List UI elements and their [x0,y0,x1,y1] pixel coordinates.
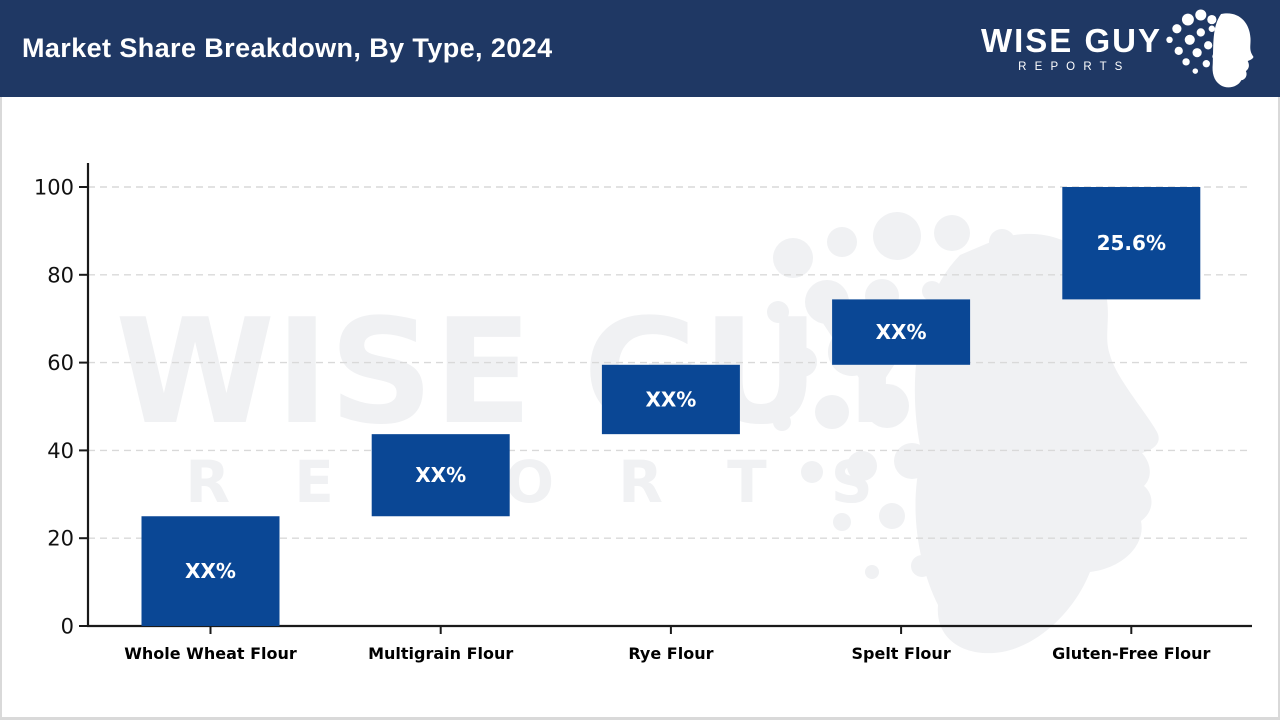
logo-subtext: R E P O R T S [1018,61,1125,73]
y-tick-label: 100 [34,176,74,200]
bar-value-label: XX% [185,559,236,583]
bar-value-label: XX% [876,320,927,344]
chart-area: WISE GUY R E P O R T S 0 20 40 60 80 100 Whole W… [0,97,1280,720]
y-tick-label: 0 [61,615,74,639]
bar-segment [601,364,740,435]
watermark-dot [767,301,789,323]
x-category-label: Rye Flour [628,644,713,663]
bar-value-label: XX% [415,463,466,487]
bar-segment [1062,187,1201,300]
page-title: Market Share Breakdown, By Type, 2024 [22,33,553,63]
bar-segment [371,434,510,517]
logo-text: WISE GUY R E P O R T S [981,24,1162,73]
watermark-face-icon [914,233,1159,654]
watermark-dot [865,565,879,579]
brand-logo: WISE GUY R E P O R T S [981,8,1256,90]
watermark-dot [773,413,791,431]
x-category-label: Multigrain Flour [368,644,513,663]
x-category-label: Gluten-Free Flour [1052,644,1210,663]
watermark-dot [801,461,823,483]
bar-value-label: 25.6% [1097,231,1166,255]
watermark-dot [934,215,970,251]
logo-wordmark: WISE GUY [980,22,1162,59]
y-tick-label: 60 [47,351,74,375]
watermark-dot [865,384,909,428]
x-category-label: Whole Wheat Flour [124,644,297,663]
watermark-dot [815,395,849,429]
bar-value-label: XX% [645,387,696,411]
y-tick-label: 80 [47,263,74,287]
bar-segment [141,516,280,626]
y-tick-label: 40 [47,439,74,463]
x-category-label: Spelt Flour [851,644,950,663]
logo-face-icon [1166,8,1254,87]
watermark-dot [773,238,813,278]
y-tick-label: 20 [47,527,74,551]
watermark-dot [827,227,857,257]
header-bar: Market Share Breakdown, By Type, 2024 WI… [0,0,1280,97]
watermark-dot [873,212,921,260]
bar-segment [832,299,971,365]
watermark-dot [833,513,851,531]
watermark-subtext: R E P O R T S [185,448,894,516]
watermark-dot [879,503,905,529]
watermark-dot [847,451,877,481]
